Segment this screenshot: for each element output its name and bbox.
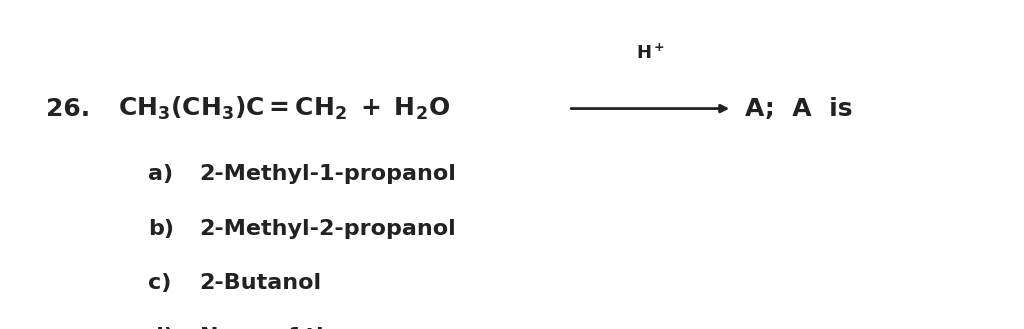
Text: 2-Butanol: 2-Butanol xyxy=(200,273,322,293)
Text: c): c) xyxy=(148,273,172,293)
Text: a): a) xyxy=(148,164,174,184)
Text: 26.: 26. xyxy=(46,97,90,120)
Text: $\mathbf{CH_3(CH_3)C{=}CH_2\ +\ H_2O}$: $\mathbf{CH_3(CH_3)C{=}CH_2\ +\ H_2O}$ xyxy=(118,95,450,122)
Text: 2-Methyl-1-propanol: 2-Methyl-1-propanol xyxy=(200,164,457,184)
Text: b): b) xyxy=(148,219,174,239)
Text: d): d) xyxy=(148,327,174,329)
Text: $\mathbf{H^+}$: $\mathbf{H^+}$ xyxy=(636,43,665,63)
Text: A;  A  is: A; A is xyxy=(745,97,853,120)
Text: None of these: None of these xyxy=(200,327,375,329)
Text: 2-Methyl-2-propanol: 2-Methyl-2-propanol xyxy=(200,219,457,239)
